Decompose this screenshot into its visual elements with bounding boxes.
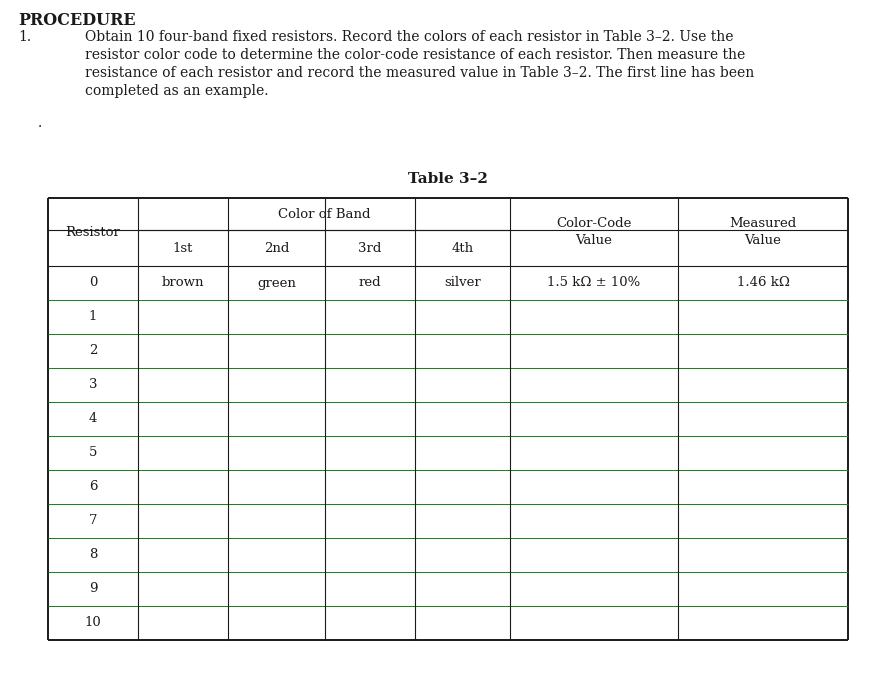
Text: 2nd: 2nd xyxy=(263,241,289,254)
Text: green: green xyxy=(257,277,296,289)
Text: resistance of each resistor and record the measured value in Table 3–2. The firs: resistance of each resistor and record t… xyxy=(85,66,754,80)
Text: 1.5 kΩ ± 10%: 1.5 kΩ ± 10% xyxy=(547,277,641,289)
Text: 7: 7 xyxy=(89,514,97,528)
Text: PROCEDURE: PROCEDURE xyxy=(18,12,135,29)
Text: brown: brown xyxy=(162,277,204,289)
Text: Obtain 10 four-band fixed resistors. Record the colors of each resistor in Table: Obtain 10 four-band fixed resistors. Rec… xyxy=(85,30,733,44)
Text: 10: 10 xyxy=(85,617,101,630)
Text: Color-Code
Value: Color-Code Value xyxy=(556,217,632,247)
Text: 4: 4 xyxy=(89,412,97,426)
Text: 3: 3 xyxy=(89,378,97,391)
Text: 2: 2 xyxy=(89,345,97,357)
Text: 1.46 kΩ: 1.46 kΩ xyxy=(737,277,789,289)
Text: red: red xyxy=(359,277,381,289)
Text: 1.: 1. xyxy=(18,30,31,44)
Text: silver: silver xyxy=(444,277,481,289)
Text: completed as an example.: completed as an example. xyxy=(85,84,269,98)
Text: Resistor: Resistor xyxy=(66,226,120,238)
Text: Color of Band: Color of Band xyxy=(278,208,370,220)
Text: 5: 5 xyxy=(89,447,97,459)
Text: 1: 1 xyxy=(89,310,97,324)
Text: resistor color code to determine the color-code resistance of each resistor. The: resistor color code to determine the col… xyxy=(85,48,745,62)
Text: Measured
Value: Measured Value xyxy=(730,217,797,247)
Text: 8: 8 xyxy=(89,549,97,561)
Text: 6: 6 xyxy=(89,480,97,493)
Text: 3rd: 3rd xyxy=(359,241,382,254)
Text: 4th: 4th xyxy=(451,241,473,254)
Text: ·: · xyxy=(38,120,43,134)
Text: 0: 0 xyxy=(89,277,97,289)
Text: Table 3–2: Table 3–2 xyxy=(408,172,488,186)
Text: 9: 9 xyxy=(89,582,97,596)
Text: 1st: 1st xyxy=(173,241,193,254)
